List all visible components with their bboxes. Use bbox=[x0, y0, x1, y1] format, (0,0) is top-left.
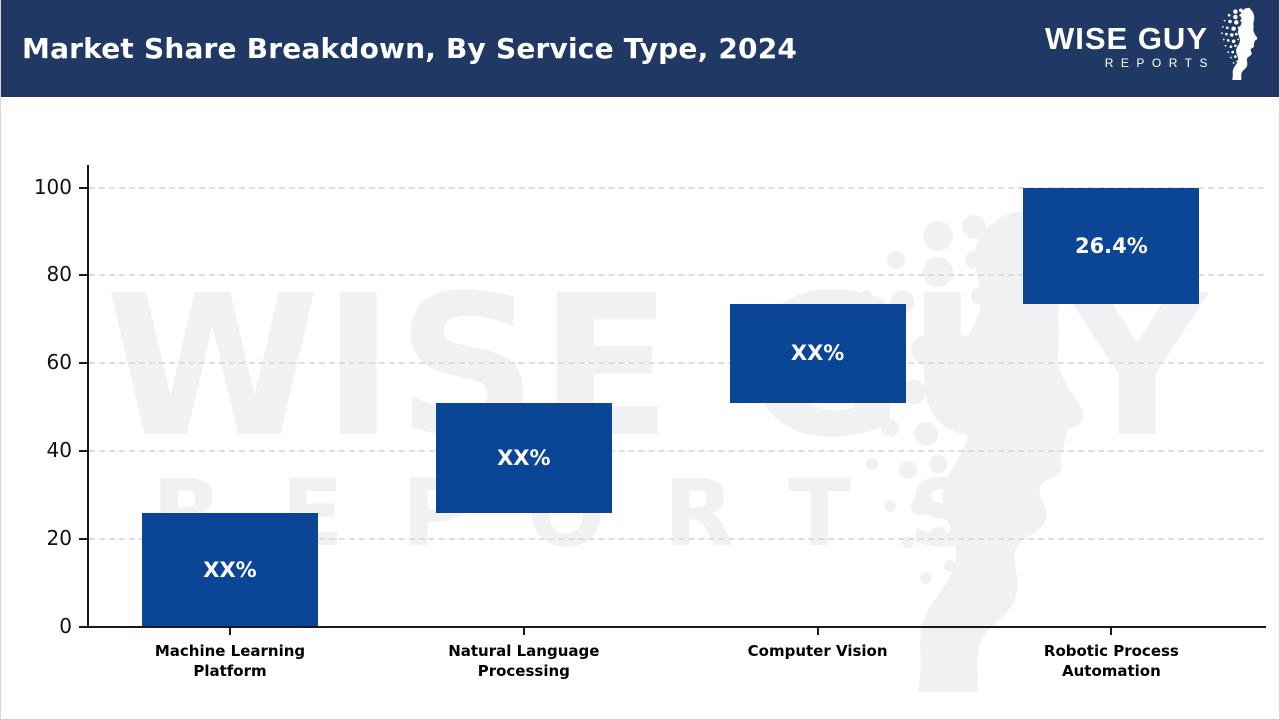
x-axis-category-line: Computer Vision bbox=[747, 642, 888, 660]
y-axis-tick-label: 0 bbox=[59, 614, 72, 638]
y-axis-tick bbox=[79, 538, 88, 541]
bar-value-label: 26.4% bbox=[1074, 233, 1148, 258]
bar: XX% bbox=[142, 512, 318, 627]
gridline-100 bbox=[89, 186, 1264, 189]
bar: XX% bbox=[435, 402, 612, 513]
y-axis-tick-label: 100 bbox=[33, 174, 72, 199]
x-axis-line bbox=[86, 626, 1266, 628]
x-axis-tick bbox=[816, 628, 819, 635]
x-axis-tick bbox=[522, 628, 525, 635]
x-axis-category-label: Computer Vision bbox=[668, 641, 968, 661]
y-axis-tick bbox=[79, 186, 88, 189]
bar-value-label: XX% bbox=[790, 341, 845, 366]
bar: 26.4% bbox=[1023, 187, 1200, 304]
brand-logo: WISE GUY REPORTS bbox=[1045, 7, 1266, 81]
x-axis-tick bbox=[229, 628, 231, 635]
bar-value-label: XX% bbox=[497, 445, 551, 470]
x-axis-category-label: Robotic Process Automation bbox=[961, 641, 1261, 681]
y-axis-tick-label: 60 bbox=[46, 350, 72, 375]
y-axis-tick-label: 80 bbox=[46, 262, 72, 287]
x-axis-tick bbox=[1110, 628, 1113, 635]
header-bar: Market Share Breakdown, By Service Type,… bbox=[0, 0, 1280, 97]
y-axis-line bbox=[87, 165, 89, 628]
brand-text: WISE GUY REPORTS bbox=[1045, 23, 1208, 71]
chart-title: Market Share Breakdown, By Service Type,… bbox=[22, 32, 798, 65]
gridline-80 bbox=[89, 274, 1264, 277]
x-axis-category-line: Machine Learning bbox=[154, 642, 306, 660]
gridline-60 bbox=[89, 362, 1264, 365]
gridline-40 bbox=[89, 450, 1264, 453]
wiseguy-face-icon bbox=[1212, 7, 1266, 81]
x-axis-category-line: Automation bbox=[1061, 662, 1161, 680]
brand-subtitle: REPORTS bbox=[1104, 56, 1215, 70]
y-axis-tick-label: 40 bbox=[46, 438, 72, 463]
gridline-20 bbox=[89, 538, 1264, 541]
x-axis-category-label: Machine Learning Platform bbox=[80, 641, 380, 681]
x-axis-category-label: Natural Language Processing bbox=[374, 641, 674, 681]
x-axis-category-line: Natural Language bbox=[448, 642, 600, 660]
brand-name: WISE GUY bbox=[1044, 21, 1208, 56]
y-axis-tick-label: 20 bbox=[46, 526, 72, 551]
x-axis-category-line: Platform bbox=[193, 662, 267, 680]
x-axis-category-line: Robotic Process bbox=[1043, 642, 1179, 660]
y-axis-tick bbox=[79, 626, 88, 628]
y-axis-tick bbox=[79, 450, 88, 453]
bar: XX% bbox=[729, 303, 906, 403]
x-axis-category-line: Processing bbox=[477, 662, 570, 680]
y-axis-tick bbox=[79, 274, 88, 277]
y-axis-tick bbox=[79, 362, 88, 365]
bar-value-label: XX% bbox=[203, 557, 257, 582]
